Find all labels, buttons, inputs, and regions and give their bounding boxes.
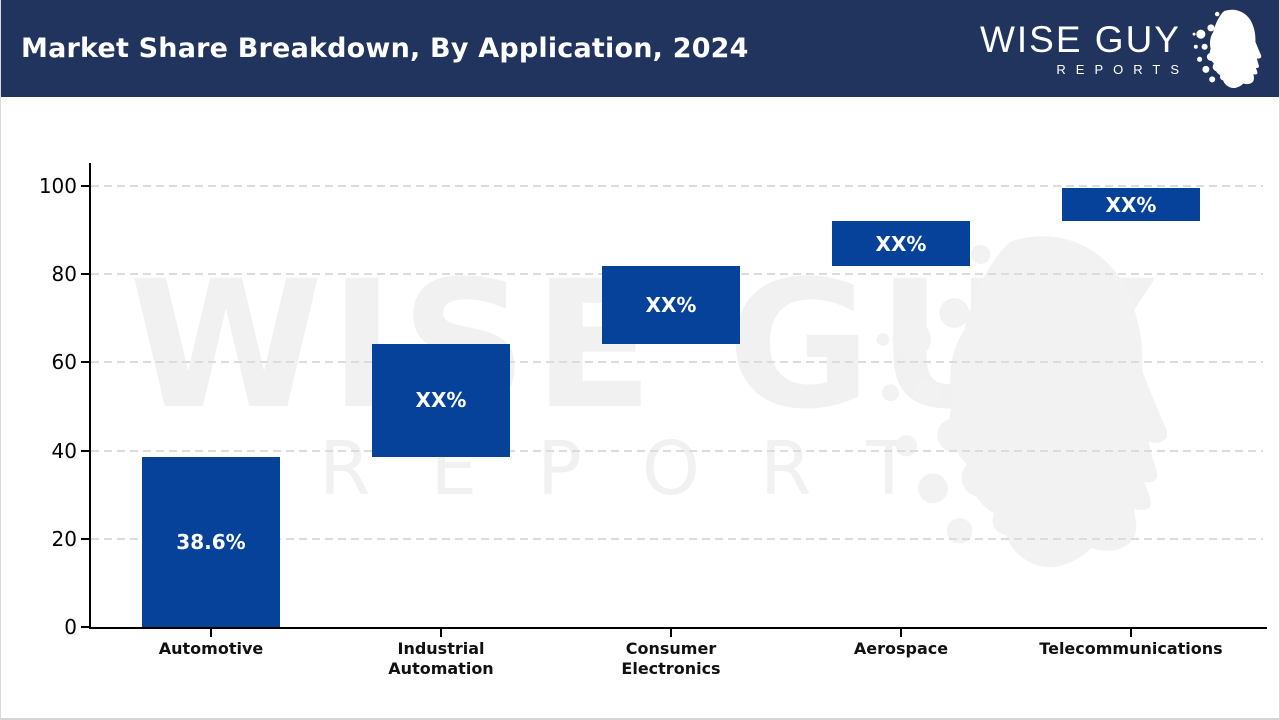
bar-value-label: 38.6% [176, 529, 246, 554]
x-tick [900, 629, 902, 637]
bar-aerospace [832, 220, 970, 267]
grid-line [91, 537, 1263, 540]
x-tick-label: Consumer Electronics [621, 639, 721, 678]
bar-value-label: XX% [415, 388, 467, 413]
y-tick [81, 626, 89, 628]
y-tick [81, 449, 89, 452]
x-tick [670, 629, 672, 637]
brand-logo: WISE GUY REPORTS [980, 6, 1267, 92]
brand-name: WISE GUY [979, 18, 1181, 60]
page-title: Market Share Breakdown, By Application, … [21, 33, 749, 64]
x-tick-label: Industrial Automation [388, 639, 494, 678]
y-tick-label: 40 [51, 438, 77, 463]
y-tick-label: 20 [51, 526, 77, 551]
bar-value-label: XX% [645, 293, 697, 318]
bar-value-label: XX% [875, 231, 927, 256]
x-tick-label: Aerospace [853, 639, 949, 658]
y-tick-label: 100 [38, 174, 77, 198]
y-tick [81, 273, 89, 276]
x-axis-line [89, 627, 1267, 629]
y-tick [81, 185, 89, 187]
x-tick-label: Telecommunications [1039, 639, 1223, 658]
header-bar: Market Share Breakdown, By Application, … [1, 0, 1279, 97]
y-tick-label: 0 [64, 615, 77, 639]
bar-telecommunications [1062, 188, 1200, 221]
brand-logo-text: WISE GUY REPORTS [980, 21, 1181, 77]
x-tick [1130, 629, 1132, 637]
x-tick [210, 629, 212, 637]
y-tick [81, 361, 89, 364]
grid-line [91, 449, 1263, 452]
bar-automotive [142, 456, 280, 627]
y-axis-line [89, 163, 91, 629]
brand-head-icon [1192, 9, 1262, 88]
y-tick [81, 537, 89, 540]
y-tick-label: 60 [51, 350, 77, 375]
x-tick-label: Automotive [158, 639, 264, 658]
brand-subname: REPORTS [1056, 61, 1189, 77]
y-tick-label: 80 [51, 262, 77, 287]
bar-consumer [602, 266, 740, 344]
grid-line [91, 361, 1263, 364]
x-tick [440, 629, 442, 637]
grid-line [91, 185, 1263, 187]
bar-industrial [372, 343, 510, 457]
bar-value-label: XX% [1105, 192, 1157, 217]
